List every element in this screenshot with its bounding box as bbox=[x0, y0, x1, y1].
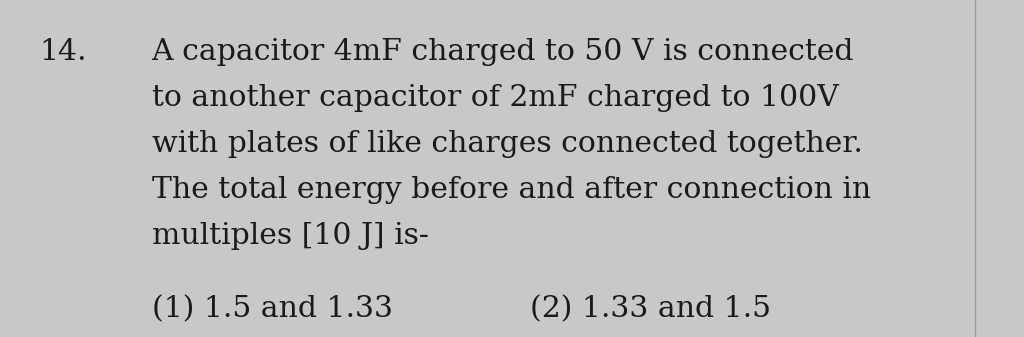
Text: The total energy before and after connection in: The total energy before and after connec… bbox=[152, 176, 870, 204]
Text: A capacitor 4mF charged to 50 V is connected: A capacitor 4mF charged to 50 V is conne… bbox=[152, 38, 854, 66]
Text: with plates of like charges connected together.: with plates of like charges connected to… bbox=[152, 130, 862, 158]
Text: to another capacitor of 2mF charged to 100V: to another capacitor of 2mF charged to 1… bbox=[152, 84, 839, 112]
Text: multiples [10 J] is-: multiples [10 J] is- bbox=[152, 222, 429, 250]
Text: 14.: 14. bbox=[39, 38, 86, 66]
Text: (2) 1.33 and 1.5: (2) 1.33 and 1.5 bbox=[530, 295, 771, 323]
Text: (1) 1.5 and 1.33: (1) 1.5 and 1.33 bbox=[152, 295, 392, 323]
